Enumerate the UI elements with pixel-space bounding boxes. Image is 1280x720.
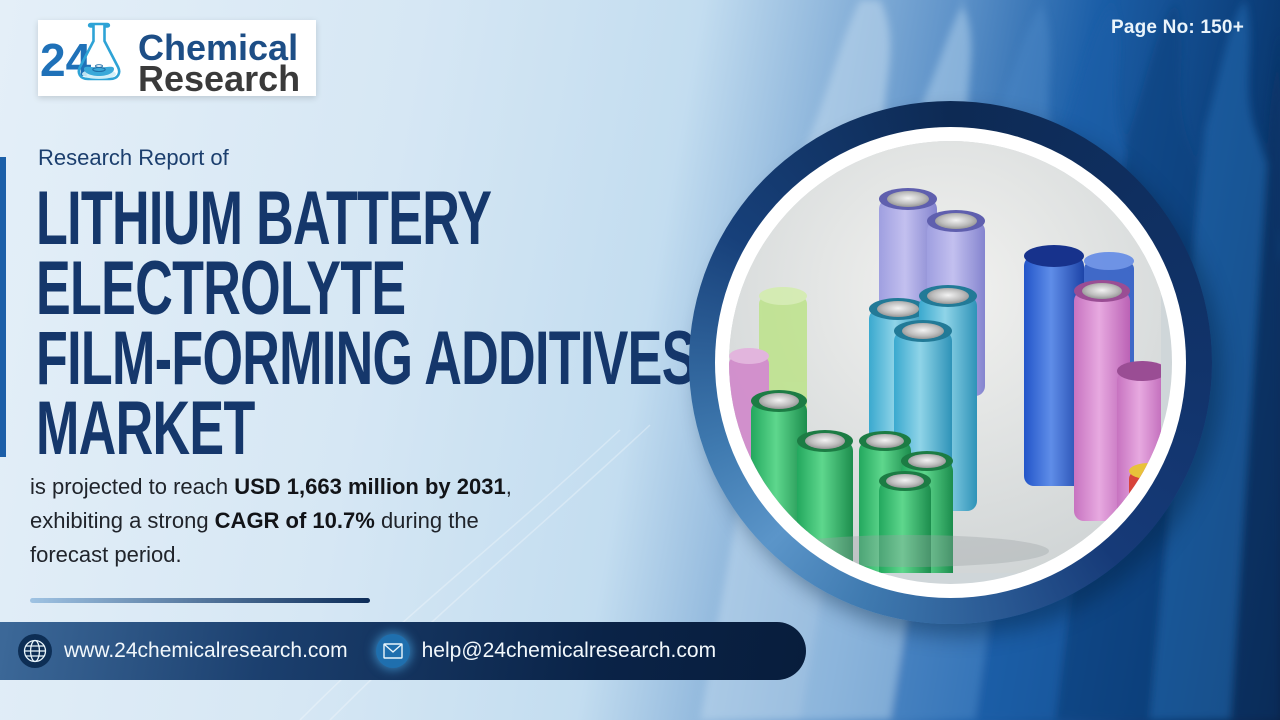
svg-text:Research: Research bbox=[138, 58, 300, 96]
